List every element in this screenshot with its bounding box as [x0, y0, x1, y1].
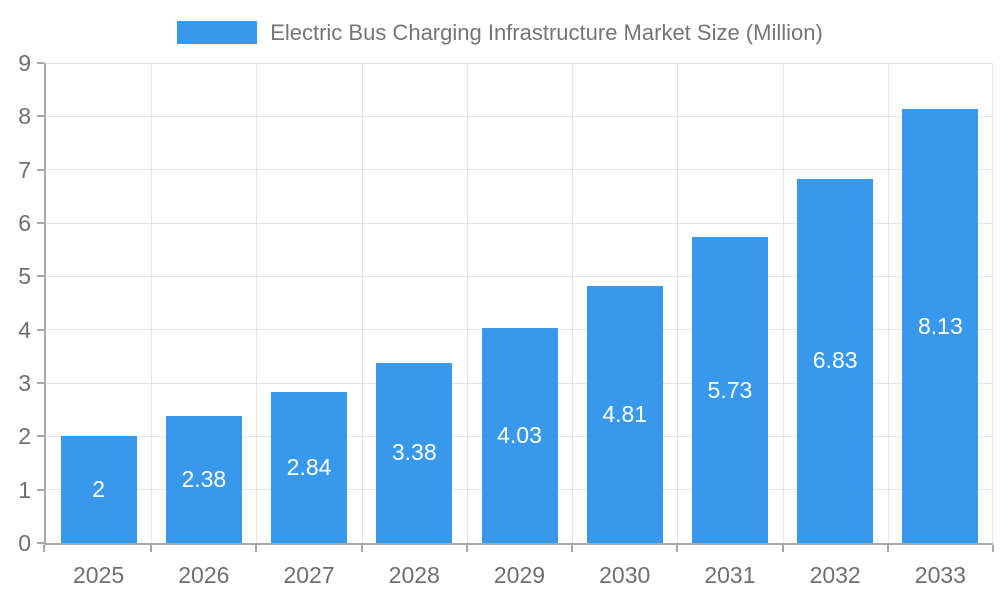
y-axis-tick: [37, 168, 44, 171]
x-axis-label: 2032: [809, 562, 861, 588]
x-axis-label: 2030: [599, 562, 651, 588]
y-axis-label: 2: [18, 423, 31, 450]
bar-value-label: 8.13: [917, 312, 963, 339]
y-gridline: [46, 169, 993, 171]
bar-value-label: 5.73: [707, 376, 753, 403]
y-axis-tick: [37, 115, 44, 118]
x-axis-tick: [465, 545, 468, 552]
bar-2025[interactable]: 2: [60, 436, 137, 543]
x-gridline: [256, 63, 258, 543]
y-axis-tick: [37, 542, 44, 544]
bar-2030[interactable]: 4.81: [586, 286, 663, 543]
y-axis-label: 1: [18, 476, 31, 503]
y-axis-label: 0: [18, 530, 31, 556]
x-axis-label: 2027: [283, 562, 335, 588]
x-gridline: [361, 63, 363, 543]
x-gridline: [466, 63, 468, 543]
x-gridline: [677, 63, 679, 543]
x-axis-tick: [150, 545, 153, 552]
x-axis-tick: [571, 545, 574, 552]
bar-2028[interactable]: 3.38: [376, 362, 453, 543]
bar-2029[interactable]: 4.03: [481, 328, 558, 543]
bar-2031[interactable]: 5.73: [691, 237, 768, 543]
y-axis-label: 4: [18, 316, 31, 343]
y-axis-label: 8: [18, 103, 31, 130]
y-axis-label: 9: [18, 50, 31, 76]
x-axis-tick: [676, 545, 679, 552]
bar-value-label: 4.81: [602, 401, 648, 428]
y-axis-label: 6: [18, 210, 31, 236]
y-axis-tick: [37, 222, 44, 224]
legend-label: Electric Bus Charging Infrastructure Mar…: [270, 19, 823, 45]
bar-value-label: 2.84: [286, 453, 332, 480]
x-gridline: [992, 63, 993, 543]
legend-item[interactable]: Electric Bus Charging Infrastructure Mar…: [177, 21, 823, 44]
bar-2026[interactable]: 2.38: [165, 416, 242, 543]
x-gridline: [782, 63, 784, 543]
x-axis-label: 2033: [914, 562, 966, 588]
bar-value-label: 2.38: [181, 466, 227, 493]
y-axis-label: 3: [18, 370, 31, 396]
bar-value-label: 3.38: [391, 439, 437, 466]
y-axis-tick: [37, 275, 44, 278]
y-axis-tick: [37, 435, 44, 438]
x-gridline: [151, 63, 153, 543]
bar-2032[interactable]: 6.83: [797, 178, 874, 543]
x-axis-label: 2031: [704, 562, 756, 588]
y-gridline: [46, 275, 993, 277]
y-axis-label: 5: [18, 263, 31, 290]
bar-2033[interactable]: 8.13: [902, 109, 979, 543]
y-axis-tick: [37, 328, 44, 331]
legend: Electric Bus Charging Infrastructure Mar…: [0, 21, 1000, 44]
x-gridline: [887, 63, 889, 543]
x-axis-label: 2029: [493, 562, 546, 588]
y-gridline: [46, 62, 993, 64]
y-gridline: [46, 222, 993, 224]
x-axis-label: 2028: [388, 562, 440, 588]
y-axis-tick: [37, 488, 44, 491]
bar-value-label: 4.03: [497, 422, 542, 449]
x-axis-tick: [781, 545, 784, 552]
x-axis-tick: [255, 545, 258, 552]
x-axis-tick: [886, 545, 889, 552]
x-axis-tick: [992, 545, 994, 552]
y-gridline: [46, 115, 993, 117]
x-axis-label: 2025: [73, 562, 125, 588]
x-gridline: [572, 63, 574, 543]
x-axis-tick: [42, 545, 45, 552]
x-axis-label: 2026: [178, 562, 230, 588]
bar-2027[interactable]: 2.84: [271, 391, 348, 543]
y-axis-tick: [37, 62, 44, 64]
bar-value-label: 6.83: [812, 347, 858, 374]
x-axis-tick: [360, 545, 363, 552]
y-axis-label: 7: [18, 156, 31, 183]
legend-swatch: [177, 21, 258, 44]
bar-value-label: 2: [92, 476, 105, 503]
plot-area: 2 2.38 2.84 3.38 4.03 4.81 5.73 6.83 8.13: [44, 62, 993, 545]
y-axis-tick: [37, 382, 44, 384]
